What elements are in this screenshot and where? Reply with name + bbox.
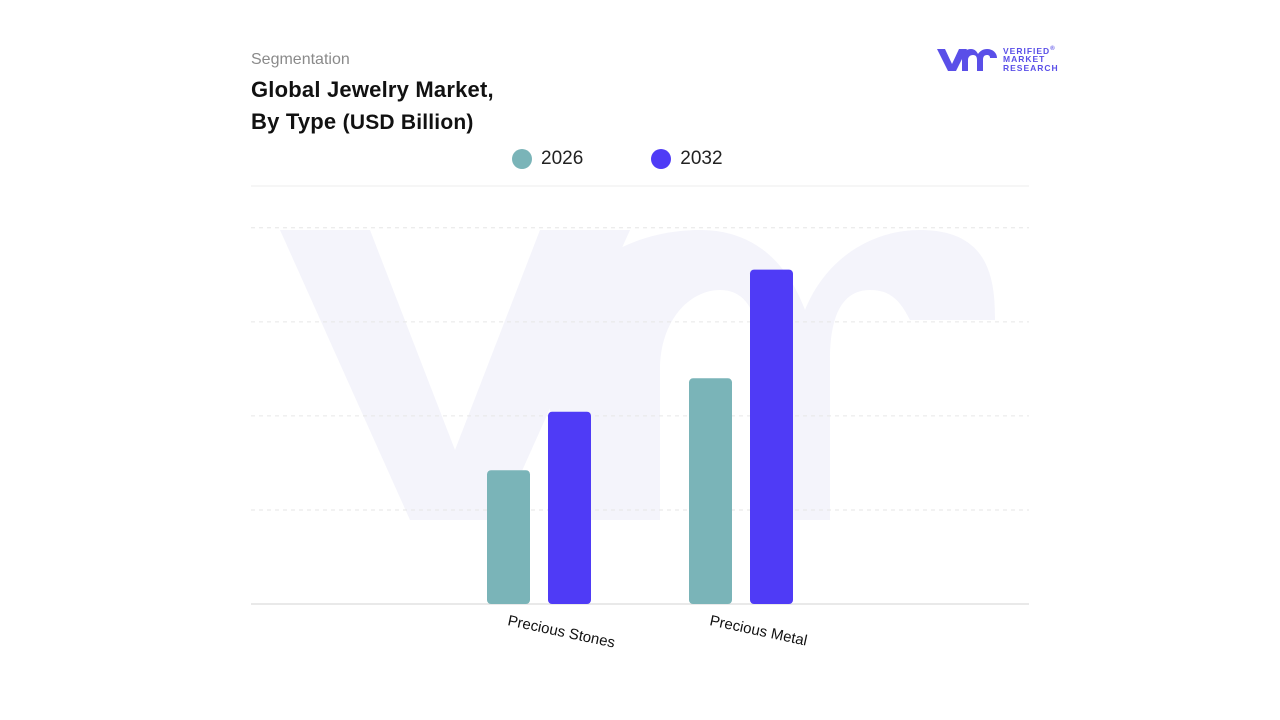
- logo-line1: VERIFIED: [1003, 45, 1051, 56]
- vmr-logo-icon: [937, 49, 997, 71]
- legend-item-2032: 2032: [651, 148, 723, 170]
- x-tick-label: Precious Metal: [708, 612, 809, 649]
- chart-title-line2: By Type (USD Billion): [251, 106, 494, 139]
- legend-label-2032: 2032: [680, 148, 723, 169]
- bar-2026-precious-metal: [689, 378, 732, 604]
- legend-label-2026: 2026: [541, 148, 584, 169]
- chart-legend: 2026 2032: [512, 148, 791, 170]
- logo-line3: RESEARCH: [1003, 63, 1059, 74]
- chart-header: Segmentation Global Jewelry Market, By T…: [251, 50, 494, 139]
- chart-title-main: By Type: [251, 109, 337, 134]
- legend-swatch-2032: [651, 149, 672, 169]
- x-tick-label: Precious Stones: [506, 612, 616, 651]
- logo-reg-mark: ®: [1050, 45, 1056, 52]
- bar-2032-precious-stones: [548, 411, 591, 604]
- logo-line2: MARKET: [1003, 54, 1046, 65]
- chart-title-unit: (USD Billion): [342, 111, 474, 134]
- bar-2026-precious-stones: [487, 470, 530, 604]
- legend-item-2026: 2026: [512, 148, 583, 170]
- brand-logo: VERIFIED® MARKET RESEARCH: [935, 44, 1059, 74]
- logo-text: VERIFIED® MARKET RESEARCH: [1003, 45, 1059, 74]
- chart-title-line1: Global Jewelry Market,: [251, 77, 494, 102]
- segmentation-label: Segmentation: [251, 51, 350, 68]
- legend-swatch-2026: [512, 149, 532, 169]
- bar-2032-precious-metal: [750, 269, 793, 604]
